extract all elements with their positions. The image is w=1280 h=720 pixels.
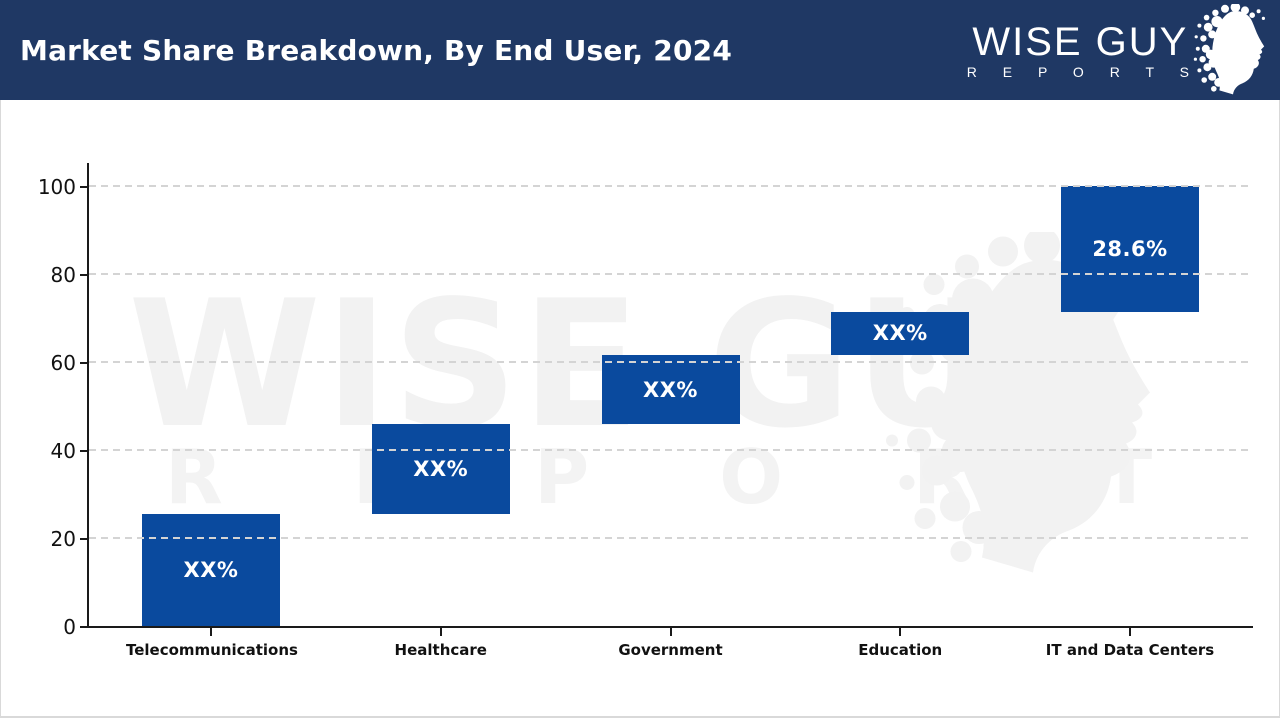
wise-guy-reports-logo: WISE GUY R E P O R T S bbox=[961, 4, 1272, 96]
y-tick-0 bbox=[80, 626, 87, 628]
gridline-40 bbox=[89, 449, 1253, 451]
x-label-healthcare: Healthcare bbox=[394, 641, 487, 659]
logo-reports-line: R E P O R T S bbox=[966, 63, 1200, 80]
y-tick-label-80: 80 bbox=[50, 263, 76, 287]
y-tick-20 bbox=[80, 538, 87, 540]
y-tick-40 bbox=[80, 450, 87, 452]
bar-value-label-education: XX% bbox=[872, 321, 928, 346]
logo-brand-name: WISE GUY bbox=[972, 19, 1189, 64]
y-tick-label-40: 40 bbox=[50, 439, 76, 463]
y-tick-80 bbox=[80, 274, 87, 276]
page-title: Market Share Breakdown, By End User, 202… bbox=[20, 33, 733, 67]
y-tick-100 bbox=[80, 186, 87, 188]
bar-telecommunications bbox=[142, 513, 280, 626]
x-tick-telecommunications bbox=[210, 628, 212, 636]
y-tick-label-0: 0 bbox=[63, 615, 76, 639]
bar-healthcare bbox=[371, 424, 510, 514]
bar-value-label-healthcare: XX% bbox=[413, 457, 469, 482]
y-tick-label-100: 100 bbox=[37, 175, 76, 199]
gridline-80 bbox=[89, 273, 1253, 275]
bar-value-label-telecommunications: XX% bbox=[183, 557, 239, 582]
x-tick-government bbox=[669, 628, 672, 636]
gridline-100 bbox=[89, 185, 1253, 187]
x-tick-education bbox=[899, 628, 902, 636]
y-axis-line bbox=[87, 163, 89, 628]
x-label-telecommunications: Telecommunications bbox=[126, 641, 298, 659]
gridline-20 bbox=[89, 537, 1253, 539]
bar-value-label-it-and-data-centers: 28.6% bbox=[1092, 236, 1168, 261]
bar-education bbox=[831, 311, 970, 355]
x-tick-it-and-data-centers bbox=[1129, 628, 1131, 636]
y-tick-label-20: 20 bbox=[50, 527, 76, 551]
y-tick-60 bbox=[80, 362, 87, 364]
logo-text: WISE GUY R E P O R T S bbox=[961, 21, 1200, 80]
x-label-it-and-data-centers: IT and Data Centers bbox=[1045, 641, 1215, 659]
x-label-education: Education bbox=[858, 641, 943, 659]
header-band: Market Share Breakdown, By End User, 202… bbox=[0, 0, 1280, 100]
y-tick-label-60: 60 bbox=[50, 351, 76, 375]
x-label-government: Government bbox=[618, 641, 723, 659]
bar-government bbox=[601, 354, 740, 425]
x-tick-healthcare bbox=[439, 628, 442, 636]
logo-head-icon bbox=[1186, 4, 1272, 96]
x-axis-line bbox=[87, 626, 1253, 628]
bar-it-and-data-centers bbox=[1061, 186, 1199, 312]
gridline-60 bbox=[89, 361, 1253, 363]
bar-value-label-government: XX% bbox=[643, 377, 698, 402]
